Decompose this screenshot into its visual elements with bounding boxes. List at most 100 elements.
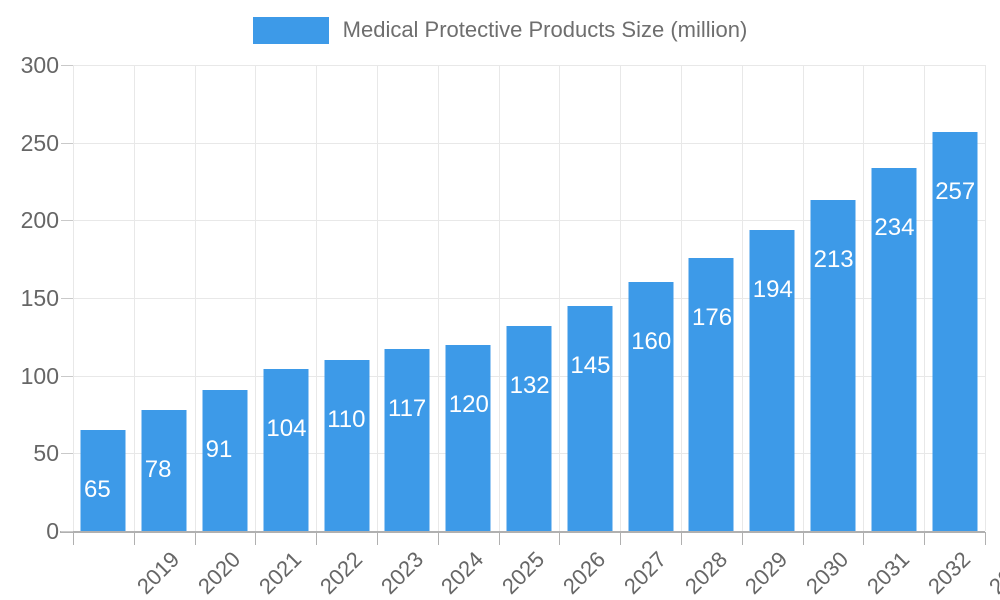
x-axis-tick-labels: 2019 2020 2021 2022 2023 2024 2025 2026 2027 2028… bbox=[73, 0, 1000, 600]
x-axis-tick-label: 2031 bbox=[861, 546, 915, 599]
legend-color-swatch-icon bbox=[252, 16, 329, 44]
bar[interactable] bbox=[932, 131, 978, 531]
x-axis-tick-label: 2030 bbox=[801, 546, 854, 599]
x-axis-tick-mark bbox=[803, 532, 804, 545]
x-axis-tick-mark bbox=[134, 532, 135, 545]
gridline-vertical bbox=[681, 65, 682, 531]
y-axis-tick-mark bbox=[61, 65, 73, 66]
bar[interactable] bbox=[871, 167, 917, 531]
gridline-vertical bbox=[134, 65, 135, 531]
bar-value-label: 145 bbox=[570, 351, 611, 379]
x-axis-tick-label: 2032 bbox=[922, 546, 976, 599]
x-axis-tick-label: 2020 bbox=[193, 546, 246, 599]
chart-legend: Medical Protective Products Size (millio… bbox=[0, 10, 1000, 50]
x-axis-tick-mark bbox=[73, 532, 74, 545]
gridline-horizontal bbox=[73, 220, 985, 222]
bar-series-group: 65 78 91 104 110 117 120 132 145 160 176 194 213 234 2… bbox=[73, 0, 985, 600]
bar[interactable] bbox=[445, 344, 491, 531]
y-axis-tick-mark bbox=[61, 220, 73, 222]
bar[interactable] bbox=[628, 282, 674, 531]
gridline-vertical bbox=[742, 65, 743, 531]
x-axis-tick-mark bbox=[499, 532, 500, 545]
x-axis-tick-label: 2023 bbox=[375, 546, 428, 599]
x-axis-tick-mark bbox=[316, 532, 317, 545]
bar-slot: 160 bbox=[620, 0, 681, 600]
gridline-vertical bbox=[195, 65, 196, 531]
y-axis-tick-label: 150 bbox=[20, 285, 59, 311]
x-axis-tick-mark bbox=[863, 532, 864, 545]
bar[interactable] bbox=[749, 229, 795, 531]
bar-value-label: 194 bbox=[752, 275, 793, 303]
gridline-vertical bbox=[377, 65, 378, 531]
gridline-vertical bbox=[620, 65, 621, 531]
bar-value-label: 132 bbox=[509, 371, 550, 399]
bar-slot: 65 bbox=[73, 0, 134, 600]
legend-item-label: Medical Protective Products Size (millio… bbox=[342, 17, 748, 42]
bar-slot: 145 bbox=[559, 0, 620, 600]
x-axis-line bbox=[60, 531, 985, 533]
y-axis-tick-label: 200 bbox=[20, 207, 59, 234]
gridline-vertical bbox=[559, 65, 560, 531]
legend-item-series-1[interactable]: Medical Protective Products Size (millio… bbox=[252, 16, 748, 44]
bar-value-label: 65 bbox=[84, 476, 111, 504]
bar-slot: 257 bbox=[924, 0, 985, 600]
bar[interactable] bbox=[263, 369, 309, 531]
bar[interactable] bbox=[384, 349, 430, 531]
x-axis-tick-label: 2029 bbox=[740, 546, 793, 599]
bar[interactable] bbox=[202, 389, 248, 531]
x-axis-tick-mark bbox=[195, 532, 196, 545]
gridline-horizontal bbox=[73, 65, 985, 66]
y-axis-tick-mark bbox=[61, 453, 73, 455]
bar-value-label: 104 bbox=[266, 415, 307, 443]
gridline-vertical bbox=[863, 65, 864, 531]
bar-slot: 110 bbox=[316, 0, 377, 600]
bar-value-label: 213 bbox=[813, 246, 854, 274]
bar-slot: 91 bbox=[195, 0, 256, 600]
x-axis-tick-mark bbox=[255, 532, 256, 545]
bar-slot: 78 bbox=[134, 0, 195, 600]
bar-value-label: 257 bbox=[935, 177, 976, 205]
bar-value-label: 78 bbox=[144, 455, 172, 483]
bar-slot: 117 bbox=[377, 0, 438, 600]
y-axis-tick-label: 0 bbox=[46, 518, 59, 544]
y-axis-tick-mark bbox=[61, 375, 73, 377]
bar-value-label: 117 bbox=[388, 395, 427, 423]
x-axis-tick-mark bbox=[742, 532, 743, 545]
bar[interactable] bbox=[80, 430, 126, 531]
bar-value-label: 234 bbox=[874, 213, 915, 241]
bar-slot: 120 bbox=[438, 0, 499, 600]
gridline-horizontal bbox=[73, 298, 985, 299]
y-axis-tick-mark bbox=[61, 298, 73, 299]
bar[interactable] bbox=[810, 200, 856, 531]
gridline-vertical bbox=[73, 65, 74, 531]
bar-slot: 213 bbox=[803, 0, 864, 600]
bar-slot: 176 bbox=[681, 0, 742, 600]
x-axis-tick-mark bbox=[620, 532, 621, 545]
x-axis-tick-label: 2019 bbox=[132, 546, 185, 599]
bar-value-label: 176 bbox=[692, 303, 733, 331]
x-axis-tick-mark bbox=[924, 532, 925, 545]
x-axis-tick-label: 2025 bbox=[497, 546, 550, 599]
bar-value-label: 91 bbox=[205, 435, 233, 463]
x-axis-tick-mark bbox=[559, 532, 560, 545]
bar-value-label: 110 bbox=[327, 406, 366, 434]
y-axis-tick-label: 100 bbox=[20, 362, 59, 389]
bar[interactable] bbox=[324, 360, 370, 531]
bar[interactable] bbox=[688, 257, 734, 531]
x-axis-tick-label: 2028 bbox=[679, 546, 732, 599]
bar[interactable] bbox=[141, 409, 187, 531]
gridline-horizontal bbox=[73, 142, 985, 144]
bar[interactable] bbox=[506, 325, 552, 531]
x-axis-tick-label: 2024 bbox=[436, 546, 489, 599]
bar-value-label: 120 bbox=[448, 390, 489, 418]
x-axis-tick-mark bbox=[377, 532, 378, 545]
gridline-vertical bbox=[803, 65, 804, 531]
bar-slot: 234 bbox=[863, 0, 924, 600]
bar[interactable] bbox=[567, 305, 613, 531]
x-axis-tick-label: 2021 bbox=[253, 546, 307, 599]
x-axis-tick-mark bbox=[681, 532, 682, 545]
y-axis-tick-label: 300 bbox=[20, 52, 59, 78]
gridline-vertical bbox=[438, 65, 439, 531]
x-axis-tick-mark bbox=[438, 532, 439, 545]
